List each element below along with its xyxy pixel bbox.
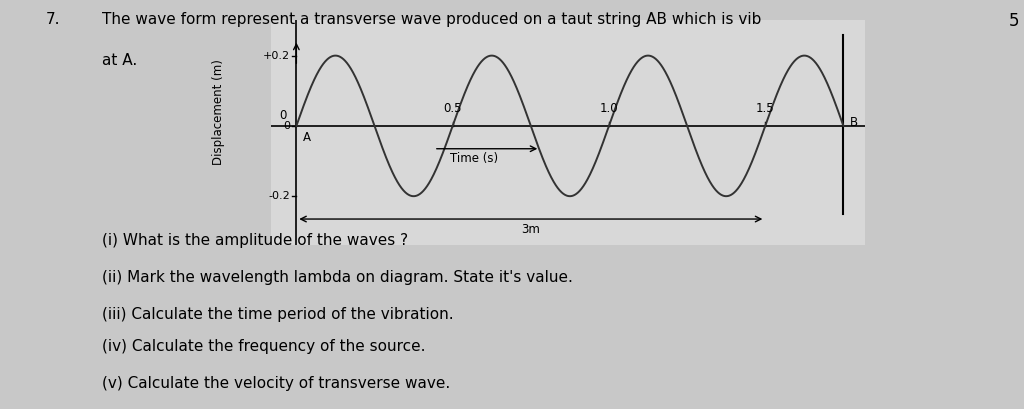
Text: -0.2: -0.2 — [268, 191, 290, 201]
Text: The wave form represent a transverse wave produced on a taut string AB which is : The wave form represent a transverse wav… — [102, 12, 762, 27]
Text: at A.: at A. — [102, 53, 137, 68]
Text: 5: 5 — [1009, 12, 1019, 30]
Text: 1.0: 1.0 — [600, 102, 618, 115]
Text: 0.5: 0.5 — [443, 102, 462, 115]
Text: (iv) Calculate the frequency of the source.: (iv) Calculate the frequency of the sour… — [102, 339, 426, 355]
Text: 0: 0 — [280, 109, 287, 122]
Text: 3m: 3m — [521, 222, 541, 236]
Text: (iii) Calculate the time period of the vibration.: (iii) Calculate the time period of the v… — [102, 307, 454, 322]
Text: Displacement (m): Displacement (m) — [212, 59, 224, 165]
Text: +0.2: +0.2 — [263, 51, 290, 61]
Text: 0: 0 — [283, 121, 290, 131]
Text: Time (s): Time (s) — [451, 152, 499, 165]
Text: (i) What is the amplitude of the waves ?: (i) What is the amplitude of the waves ? — [102, 233, 409, 248]
Text: (v) Calculate the velocity of transverse wave.: (v) Calculate the velocity of transverse… — [102, 376, 451, 391]
Text: (ii) Mark the wavelength lambda on diagram. State it's value.: (ii) Mark the wavelength lambda on diagr… — [102, 270, 573, 285]
Text: 1.5: 1.5 — [756, 102, 774, 115]
Text: B: B — [850, 116, 858, 129]
Text: A: A — [303, 131, 310, 144]
Text: 7.: 7. — [46, 12, 60, 27]
